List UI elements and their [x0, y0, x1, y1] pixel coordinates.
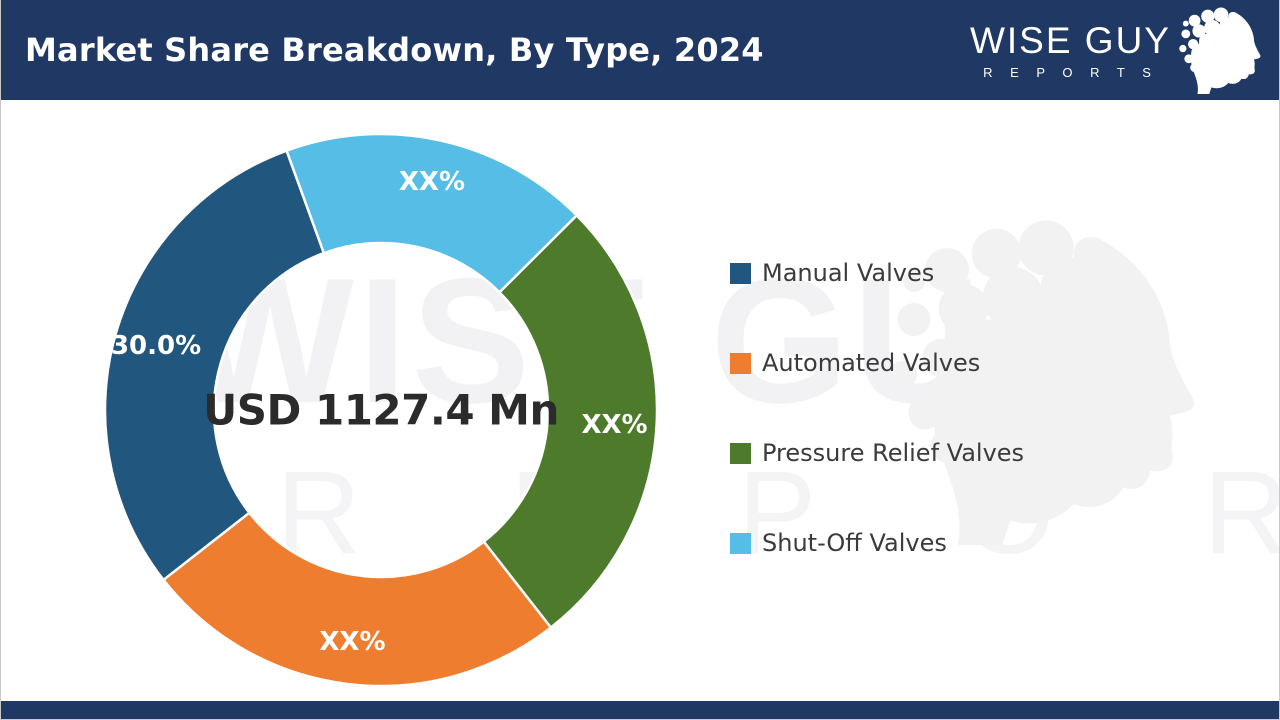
- slice-label-0: 30.0%: [110, 330, 202, 361]
- slice-label-2: XX%: [581, 409, 648, 440]
- legend-label-0: Manual Valves: [762, 259, 935, 287]
- slice-automated-valves: [161, 511, 553, 688]
- footer-bar: [1, 701, 1279, 719]
- slice-manual-valves: [103, 149, 326, 582]
- legend-item-automated-valves: Automated Valves: [730, 349, 1024, 377]
- legend-label-2: Pressure Relief Valves: [762, 439, 1025, 467]
- wise-guy-reports-logo: WISE GUY R E P O R T S: [970, 4, 1265, 96]
- legend-item-manual-valves: Manual Valves: [730, 259, 1024, 287]
- legend-swatch-3: [730, 532, 751, 554]
- page-title: Market Share Breakdown, By Type, 2024: [25, 31, 764, 69]
- legend-swatch-2: [730, 442, 751, 464]
- chart-legend: Manual Valves Automated Valves Pressure Re…: [730, 259, 1024, 619]
- logo-head-icon: [1179, 7, 1261, 94]
- chart-center-value: USD 1127.4 Mn: [203, 385, 559, 435]
- slice-label-1: XX%: [319, 627, 386, 658]
- logo-reports-label: R E P O R T S: [983, 65, 1158, 80]
- legend-swatch-0: [730, 262, 751, 284]
- header-bar: Market Share Breakdown, By Type, 2024 WI…: [1, 0, 1279, 100]
- legend-item-shut-off-valves: Shut-Off Valves: [730, 529, 1024, 557]
- slice-shut-off-valves: [284, 132, 579, 295]
- logo-text: WISE GUY R E P O R T S: [970, 20, 1171, 80]
- slice-label-3: XX%: [398, 166, 466, 197]
- legend-swatch-1: [730, 352, 751, 374]
- logo-wise-guy-label: WISE GUY: [969, 20, 1171, 61]
- legend-item-pressure-relief-valves: Pressure Relief Valves: [730, 439, 1024, 467]
- slice-pressure-relief-valves: [482, 213, 659, 630]
- legend-label-3: Shut-Off Valves: [762, 529, 947, 557]
- donut-slices: [103, 132, 659, 688]
- legend-label-1: Automated Valves: [762, 349, 981, 377]
